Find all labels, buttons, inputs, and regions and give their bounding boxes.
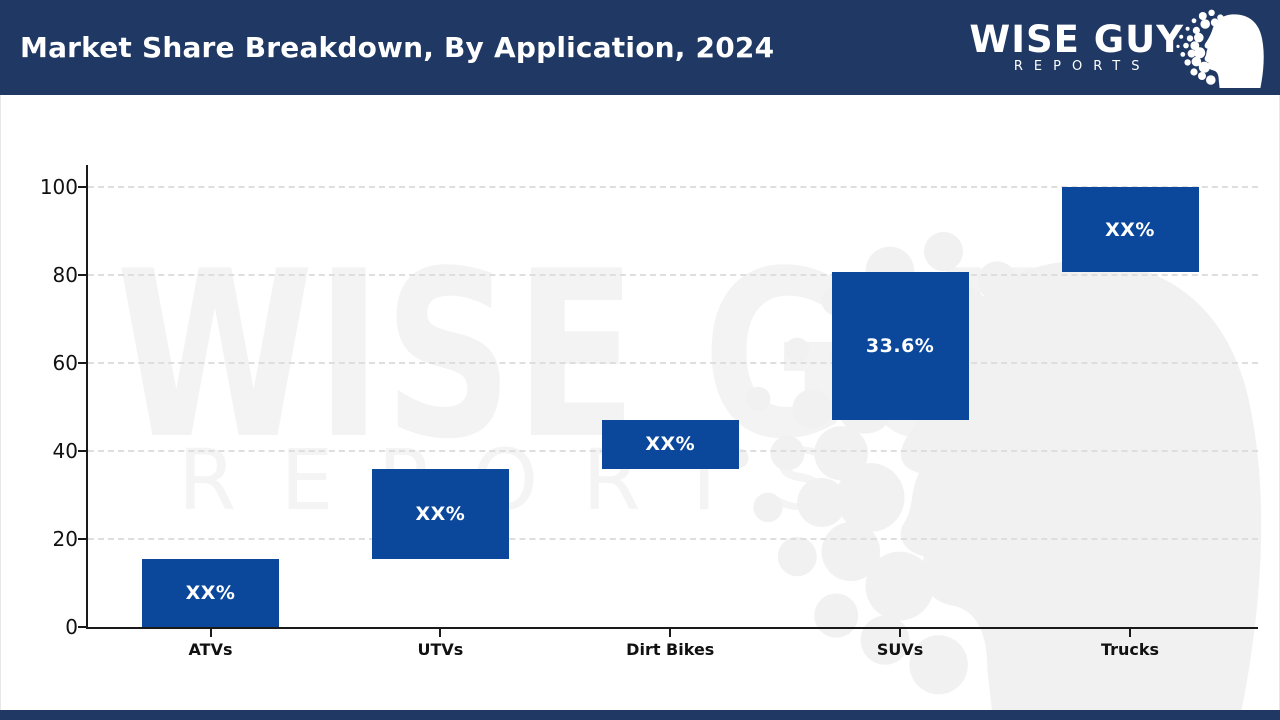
logo-line1: WISE GUY: [969, 17, 1184, 61]
bar-value-label: XX%: [1105, 218, 1155, 241]
gridline-100: [88, 186, 1258, 188]
chart-title: Market Share Breakdown, By Application, …: [20, 31, 775, 64]
x-category-label: Trucks: [1100, 640, 1160, 659]
y-tick-mark-0: [78, 626, 86, 628]
x-tick-mark-2: [669, 629, 672, 637]
gridline-80: [88, 274, 1258, 276]
bar-trucks: XX%: [1061, 187, 1199, 273]
y-tick-mark-20: [78, 538, 86, 540]
x-category-label: UTVs: [417, 640, 464, 659]
x-category-label: SUVs: [876, 640, 924, 659]
gridline-60: [88, 362, 1258, 364]
logo-dot-face-icon: [1176, 9, 1264, 88]
x-tick-mark-0: [209, 629, 212, 637]
wise-guy-reports-logo: WISE GUY REPORTS: [969, 4, 1266, 92]
y-tick-mark-100: [78, 186, 86, 188]
x-tick-mark-4: [1129, 629, 1131, 637]
bar-utvs: XX%: [371, 468, 509, 559]
x-tick-mark-1: [439, 629, 442, 637]
left-frame-line: [0, 95, 1, 710]
bar-suvs: 33.6%: [831, 272, 969, 421]
y-tick-label-20: 20: [52, 527, 78, 551]
y-tick-label-100: 100: [39, 175, 78, 199]
y-tick-label-60: 60: [52, 351, 78, 375]
y-tick-label-0: 0: [65, 615, 78, 639]
bar-value-label: XX%: [185, 581, 236, 604]
x-axis-spine: [86, 627, 1258, 629]
bar-value-label: XX%: [645, 433, 696, 456]
x-tick-mark-3: [899, 629, 902, 637]
bar-atvs: XX%: [142, 558, 279, 627]
header-bar: Market Share Breakdown, By Application, …: [0, 0, 1280, 95]
x-category-label: Dirt Bikes: [626, 640, 715, 659]
bar-value-label: XX%: [415, 502, 466, 525]
y-tick-label-80: 80: [52, 263, 78, 287]
y-tick-mark-40: [78, 450, 86, 452]
logo-wordmark: WISE GUY REPORTS: [969, 17, 1184, 75]
gridline-20: [88, 538, 1258, 540]
logo-line2: REPORTS: [1013, 59, 1151, 75]
y-tick-label-40: 40: [52, 439, 78, 463]
y-tick-mark-60: [78, 362, 86, 364]
bar-dirt-bikes: XX%: [601, 420, 739, 469]
x-category-label: ATVs: [188, 640, 233, 659]
y-axis-spine: [86, 165, 88, 629]
y-tick-mark-80: [78, 274, 86, 276]
footer-bar: [0, 710, 1280, 720]
bar-value-label: 33.6%: [865, 335, 935, 358]
